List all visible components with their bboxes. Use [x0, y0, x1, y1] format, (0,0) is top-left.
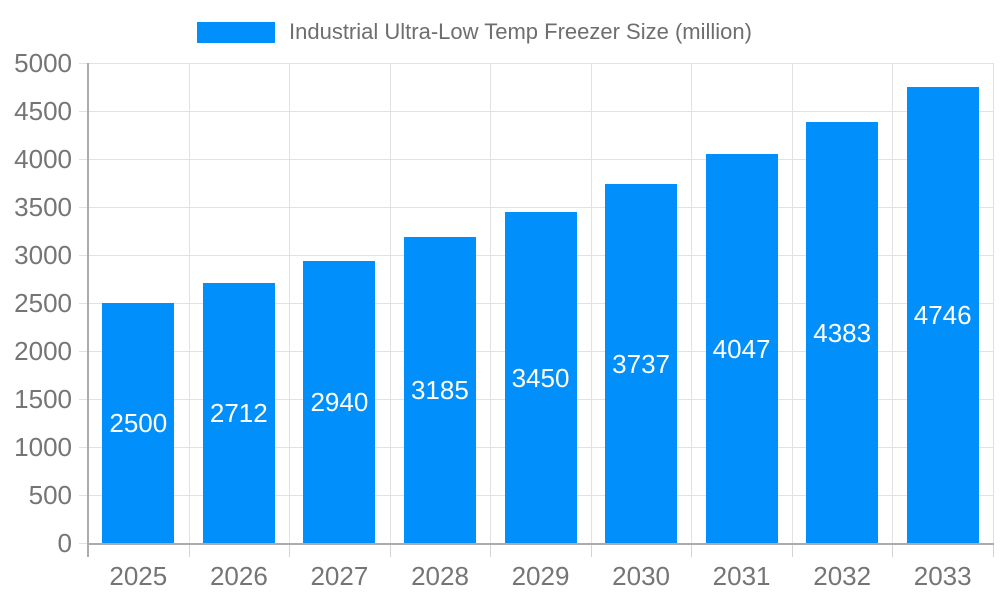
y-tick-mark — [79, 207, 88, 208]
bar-value-label: 3737 — [612, 348, 671, 379]
x-tick-mark — [289, 543, 290, 557]
y-gridline — [88, 159, 993, 160]
bar-value-label: 3450 — [511, 362, 570, 393]
legend-label: Industrial Ultra-Low Temp Freezer Size (… — [289, 19, 752, 44]
x-tick-label: 2032 — [813, 561, 872, 591]
y-tick-label: 3500 — [14, 192, 72, 222]
x-tick-mark — [993, 543, 994, 557]
y-tick-label: 3000 — [14, 240, 72, 270]
y-tick-mark — [79, 447, 88, 448]
bar-value-label: 4383 — [813, 317, 872, 348]
x-gridline — [691, 63, 692, 543]
bar-value-label: 4047 — [712, 333, 771, 364]
bar[interactable]: 4746 — [906, 87, 979, 543]
x-tick-mark — [691, 543, 692, 557]
bar[interactable]: 3737 — [605, 184, 678, 543]
y-gridline — [88, 111, 993, 112]
y-tick-label: 4500 — [14, 96, 72, 126]
bar[interactable]: 2500 — [102, 303, 175, 543]
y-tick-mark — [79, 159, 88, 160]
y-tick-mark — [79, 543, 88, 544]
x-tick-label: 2033 — [913, 561, 972, 591]
x-gridline — [591, 63, 592, 543]
x-tick-mark — [189, 543, 190, 557]
x-tick-mark — [591, 543, 592, 557]
y-tick-label: 2000 — [14, 336, 72, 366]
x-gridline — [490, 63, 491, 543]
y-gridline — [88, 207, 993, 208]
x-tick-mark — [490, 543, 491, 557]
legend-swatch — [197, 21, 275, 43]
x-gridline — [289, 63, 290, 543]
y-tick-label: 4000 — [14, 144, 72, 174]
x-tick-label: 2030 — [612, 561, 671, 591]
y-tick-label: 5000 — [14, 48, 72, 78]
y-tick-label: 0 — [57, 528, 72, 558]
x-tick-mark — [892, 543, 893, 557]
x-gridline — [892, 63, 893, 543]
x-gridline — [792, 63, 793, 543]
bar[interactable]: 4047 — [705, 154, 778, 543]
bar-value-label: 2940 — [310, 387, 369, 417]
bar-value-label: 2712 — [209, 398, 268, 428]
x-gridline — [189, 63, 190, 543]
y-tick-label: 1000 — [14, 432, 72, 462]
y-tick-label: 500 — [28, 480, 72, 510]
x-tick-label: 2031 — [712, 561, 771, 591]
y-tick-mark — [79, 495, 88, 496]
y-tick-label: 2500 — [14, 288, 72, 318]
x-gridline — [390, 63, 391, 543]
bar[interactable]: 3185 — [403, 237, 476, 543]
y-gridline — [88, 63, 993, 64]
y-axis-line — [87, 63, 89, 557]
y-tick-mark — [79, 351, 88, 352]
x-tick-mark — [792, 543, 793, 557]
bar-value-label: 2500 — [109, 408, 168, 438]
x-gridline — [993, 63, 994, 543]
bar[interactable]: 2712 — [202, 283, 275, 543]
y-tick-mark — [79, 255, 88, 256]
bar[interactable]: 4383 — [806, 122, 879, 543]
bar[interactable]: 3450 — [504, 212, 577, 543]
x-tick-label: 2027 — [310, 561, 369, 591]
y-tick-mark — [79, 111, 88, 112]
y-tick-mark — [79, 399, 88, 400]
y-tick-mark — [79, 303, 88, 304]
x-tick-mark — [390, 543, 391, 557]
legend[interactable]: Industrial Ultra-Low Temp Freezer Size (… — [197, 20, 752, 44]
x-tick-label: 2028 — [411, 561, 469, 591]
x-axis-line — [87, 543, 994, 545]
x-tick-label: 2026 — [209, 561, 268, 591]
bar-value-label: 4746 — [913, 300, 972, 330]
x-tick-label: 2029 — [511, 561, 570, 591]
bar[interactable]: 2940 — [303, 261, 376, 543]
x-tick-label: 2025 — [109, 561, 168, 591]
y-tick-mark — [79, 63, 88, 64]
bar-value-label: 3185 — [410, 375, 469, 405]
y-tick-label: 1500 — [14, 384, 72, 414]
